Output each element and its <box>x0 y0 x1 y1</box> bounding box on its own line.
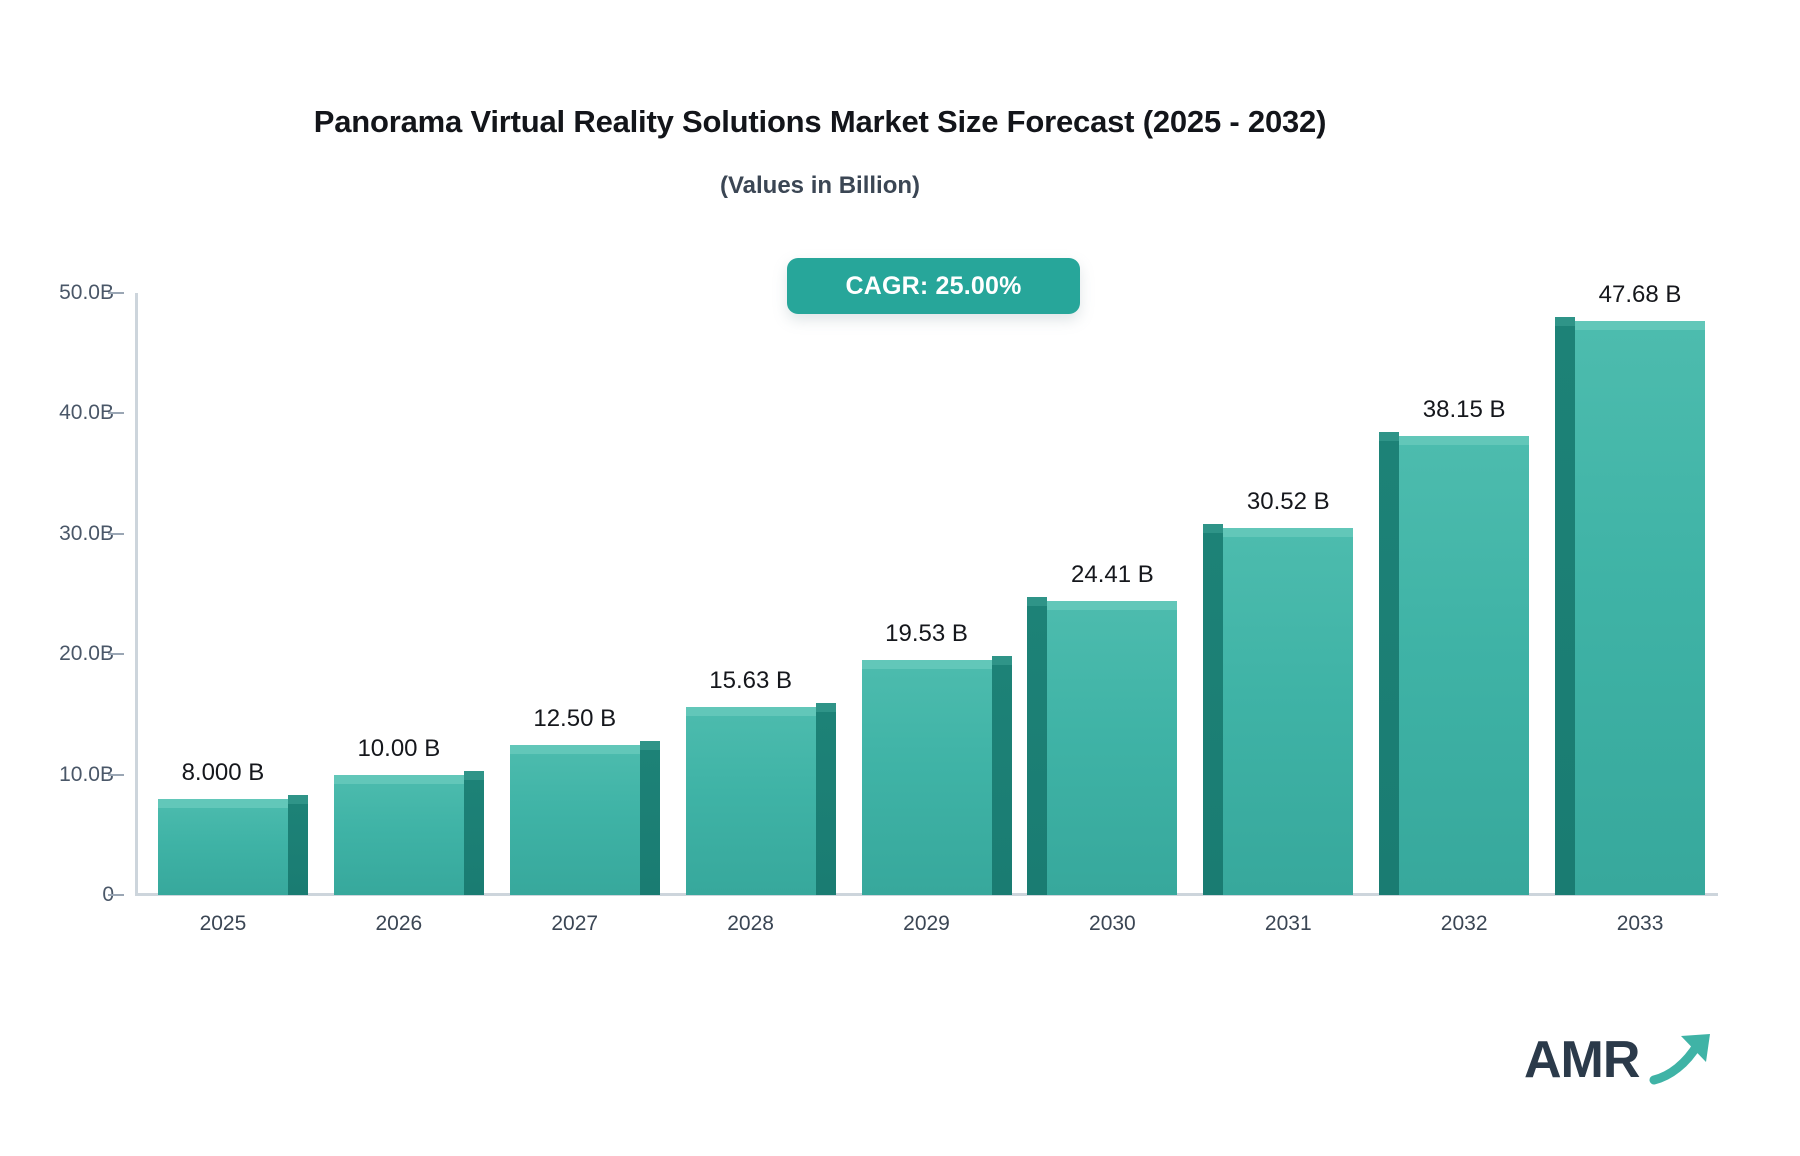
bar: 8.000 B <box>135 293 1718 895</box>
x-axis-tick-label: 2026 <box>375 912 423 935</box>
bar: 38.15 B <box>135 293 1718 895</box>
y-axis-tick-label: 30.0B <box>59 521 114 545</box>
bar-side-face <box>287 803 308 895</box>
plot-area: 8.000 B 10.00 B 12.50 B 15.63 B 19.53 B 24.41… <box>135 281 1718 895</box>
x-axis-tick-label: 2028 <box>727 912 774 935</box>
bar-top-face <box>333 774 464 784</box>
amr-logo-text: AMR <box>1524 1031 1640 1089</box>
bar: 47.68 B <box>135 281 1718 895</box>
y-axis-tick-label: 20.0B <box>59 642 114 666</box>
y-axis-tick-mark <box>108 653 124 656</box>
bar-value-label: 12.50 B <box>533 704 617 732</box>
x-axis-tick-label: 2032 <box>1440 912 1488 935</box>
bar-top-face <box>509 744 640 754</box>
y-axis-tick-label: 40.0B <box>59 401 114 425</box>
bar-front-face <box>1223 527 1354 895</box>
trend-arrow-up-icon <box>1649 1034 1710 1085</box>
bar-side-face <box>1203 532 1224 895</box>
bar: 12.50 B <box>135 293 1718 895</box>
bar-front-face <box>1047 601 1178 895</box>
bar-value-label: 24.41 B <box>1071 561 1154 589</box>
bar-top-face <box>1223 527 1354 537</box>
bar-front-face <box>685 706 816 895</box>
bar-top-bevel <box>1379 431 1400 441</box>
x-axis-tick-label: 2027 <box>551 912 599 935</box>
bar-value-label: 30.52 B <box>1246 487 1330 515</box>
bar-side-face <box>1027 606 1048 895</box>
bar-top-face <box>157 798 288 808</box>
y-axis-tick-label: 50.0B <box>59 281 114 304</box>
bar-top-face <box>861 659 992 669</box>
chart-title: Panorama Virtual Reality Solutions Marke… <box>313 104 1327 139</box>
bar-top-bevel <box>463 770 484 780</box>
x-axis-tick-label: 2025 <box>199 912 247 935</box>
bar-top-bevel <box>1203 523 1224 533</box>
y-axis-tick-label: 10.0B <box>59 762 114 786</box>
chart-subtitle: (Values in Billion) <box>719 172 921 199</box>
x-axis-tick-label: 2029 <box>903 912 950 935</box>
bar-front-face <box>509 744 640 895</box>
bar-value-label: 38.15 B <box>1422 395 1506 423</box>
bar-top-bevel <box>1027 597 1048 607</box>
cagr-badge-label: CAGR: 25.00% <box>845 271 1022 300</box>
bar-top-face <box>1047 601 1178 611</box>
bar-front-face <box>861 659 992 895</box>
x-axis-tick-label: 2030 <box>1089 912 1136 935</box>
x-axis-tick-label: 2031 <box>1264 912 1312 935</box>
bar-front-face <box>1399 435 1530 895</box>
bar: 15.63 B <box>135 293 1718 895</box>
bar-value-label: 19.53 B <box>885 619 968 647</box>
y-axis-tick-mark <box>108 894 124 896</box>
bar-value-label: 8.000 B <box>181 758 265 786</box>
y-axis-tick-mark <box>108 773 124 776</box>
bar-side-face <box>815 711 836 895</box>
bar-top-face <box>1399 435 1530 445</box>
bar-side-face <box>991 664 1012 895</box>
bar-front-face <box>333 774 464 895</box>
bar-side-face <box>1379 440 1400 895</box>
bar: 19.53 B <box>135 293 1718 895</box>
bar-top-face <box>1575 320 1706 330</box>
bar-value-label: 47.68 B <box>1598 280 1682 308</box>
y-axis-tick-mark <box>108 292 124 294</box>
x-axis-tick-label: 2033 <box>1616 912 1664 935</box>
bar-side-face <box>463 779 484 895</box>
bar-front-face <box>157 798 288 895</box>
y-axis-tick-label: 0 <box>0 883 114 907</box>
cagr-badge: CAGR: 25.00% <box>787 258 1080 314</box>
bar-front-face <box>1575 320 1706 895</box>
bar-top-bevel <box>287 794 308 804</box>
bar: 10.00 B <box>135 293 1718 895</box>
bar-side-face <box>639 749 660 895</box>
y-axis-tick-mark <box>108 532 124 535</box>
bar-side-face <box>1555 325 1576 895</box>
amr-logo: AMR <box>1524 1032 1724 1102</box>
y-axis-line <box>135 293 138 895</box>
y-axis-tick-mark <box>108 412 124 415</box>
bar: 24.41 B <box>135 293 1718 895</box>
bar-top-bevel <box>639 740 660 750</box>
bar-top-bevel <box>1555 316 1576 326</box>
bar-top-bevel <box>815 702 836 712</box>
bar-top-bevel <box>991 655 1012 665</box>
bar-value-label: 10.00 B <box>357 734 441 762</box>
bar-value-label: 15.63 B <box>709 666 792 694</box>
bar-top-face <box>685 706 816 716</box>
bar: 30.52 B <box>135 293 1718 895</box>
